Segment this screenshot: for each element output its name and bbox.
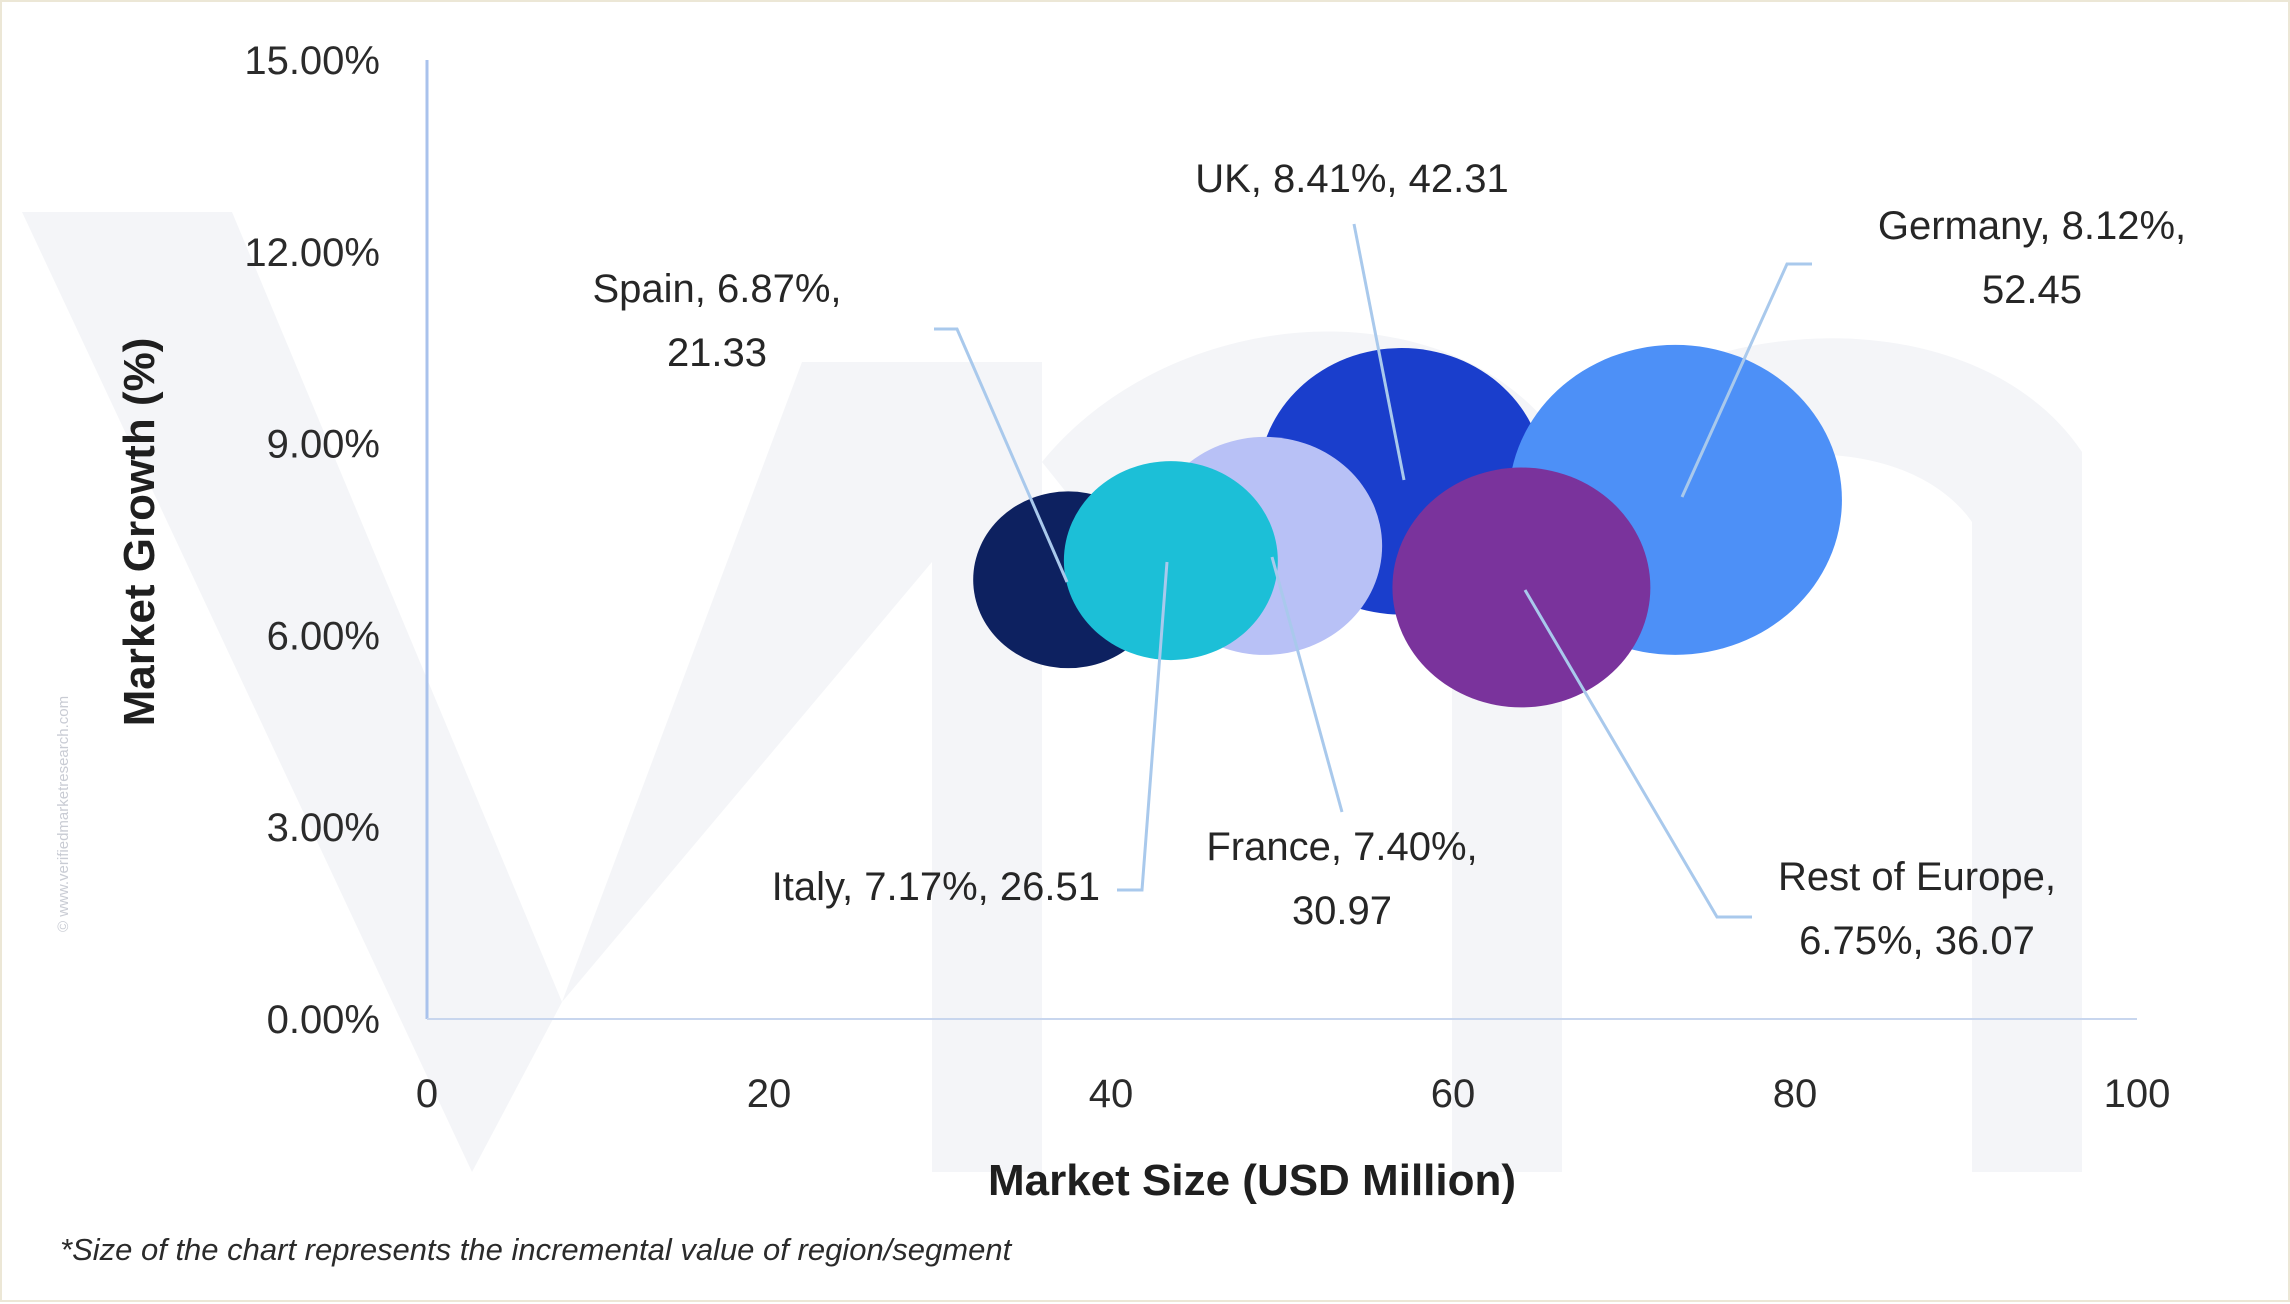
leader-line bbox=[1270, 556, 1344, 813]
x-tick-label: 0 bbox=[416, 1072, 438, 1116]
y-axis-title: Market Growth (%) bbox=[115, 338, 164, 727]
y-tick-label: 15.00% bbox=[244, 39, 380, 83]
data-label: Spain, 6.87%, bbox=[592, 267, 841, 311]
bubble-rest-of-europe bbox=[1392, 467, 1651, 708]
data-label: Italy, 7.17%, 26.51 bbox=[772, 865, 1100, 909]
y-tick-label: 12.00% bbox=[244, 231, 380, 275]
data-label: 52.45 bbox=[1982, 268, 2082, 312]
y-tick-labels: 0.00% 3.00% 6.00% 9.00% 12.00% 15.00% bbox=[244, 39, 380, 1042]
y-tick-label: 3.00% bbox=[267, 806, 380, 850]
data-label: France, 7.40%, bbox=[1206, 825, 1477, 869]
data-label: 30.97 bbox=[1292, 889, 1392, 933]
x-tick-label: 100 bbox=[2104, 1072, 2171, 1116]
x-tick-label: 20 bbox=[747, 1072, 792, 1116]
data-label: 21.33 bbox=[667, 331, 767, 375]
data-label: 6.75%, 36.07 bbox=[1799, 919, 2035, 963]
data-label: Germany, 8.12%, bbox=[1878, 204, 2186, 248]
footnote: *Size of the chart represents the increm… bbox=[60, 1232, 1013, 1267]
bubble-italy bbox=[1063, 461, 1278, 661]
leader-line bbox=[934, 327, 1069, 583]
data-label: Rest of Europe, bbox=[1778, 855, 2056, 899]
leader-line bbox=[1117, 561, 1169, 892]
y-tick-label: 0.00% bbox=[267, 998, 380, 1042]
x-axis-title: Market Size (USD Million) bbox=[988, 1156, 1516, 1205]
leader-line bbox=[1523, 589, 1752, 919]
data-labels: Spain, 6.87%, 21.33 UK, 8.41%, 42.31 German… bbox=[592, 157, 2186, 963]
x-tick-label: 60 bbox=[1431, 1072, 1476, 1116]
x-tick-labels: 0 20 40 60 80 100 bbox=[416, 1072, 2171, 1116]
data-label: UK, 8.41%, 42.31 bbox=[1195, 157, 1509, 201]
x-tick-label: 40 bbox=[1089, 1072, 1134, 1116]
y-tick-label: 9.00% bbox=[267, 423, 380, 467]
leader-lines bbox=[934, 223, 1812, 919]
leader-line bbox=[1680, 262, 1812, 498]
bubble-series bbox=[973, 344, 1842, 708]
x-tick-label: 80 bbox=[1773, 1072, 1818, 1116]
watermark-text: © www.verifiedmarketresearch.com bbox=[55, 696, 72, 932]
leader-line bbox=[1352, 223, 1406, 481]
y-tick-label: 6.00% bbox=[267, 614, 380, 658]
